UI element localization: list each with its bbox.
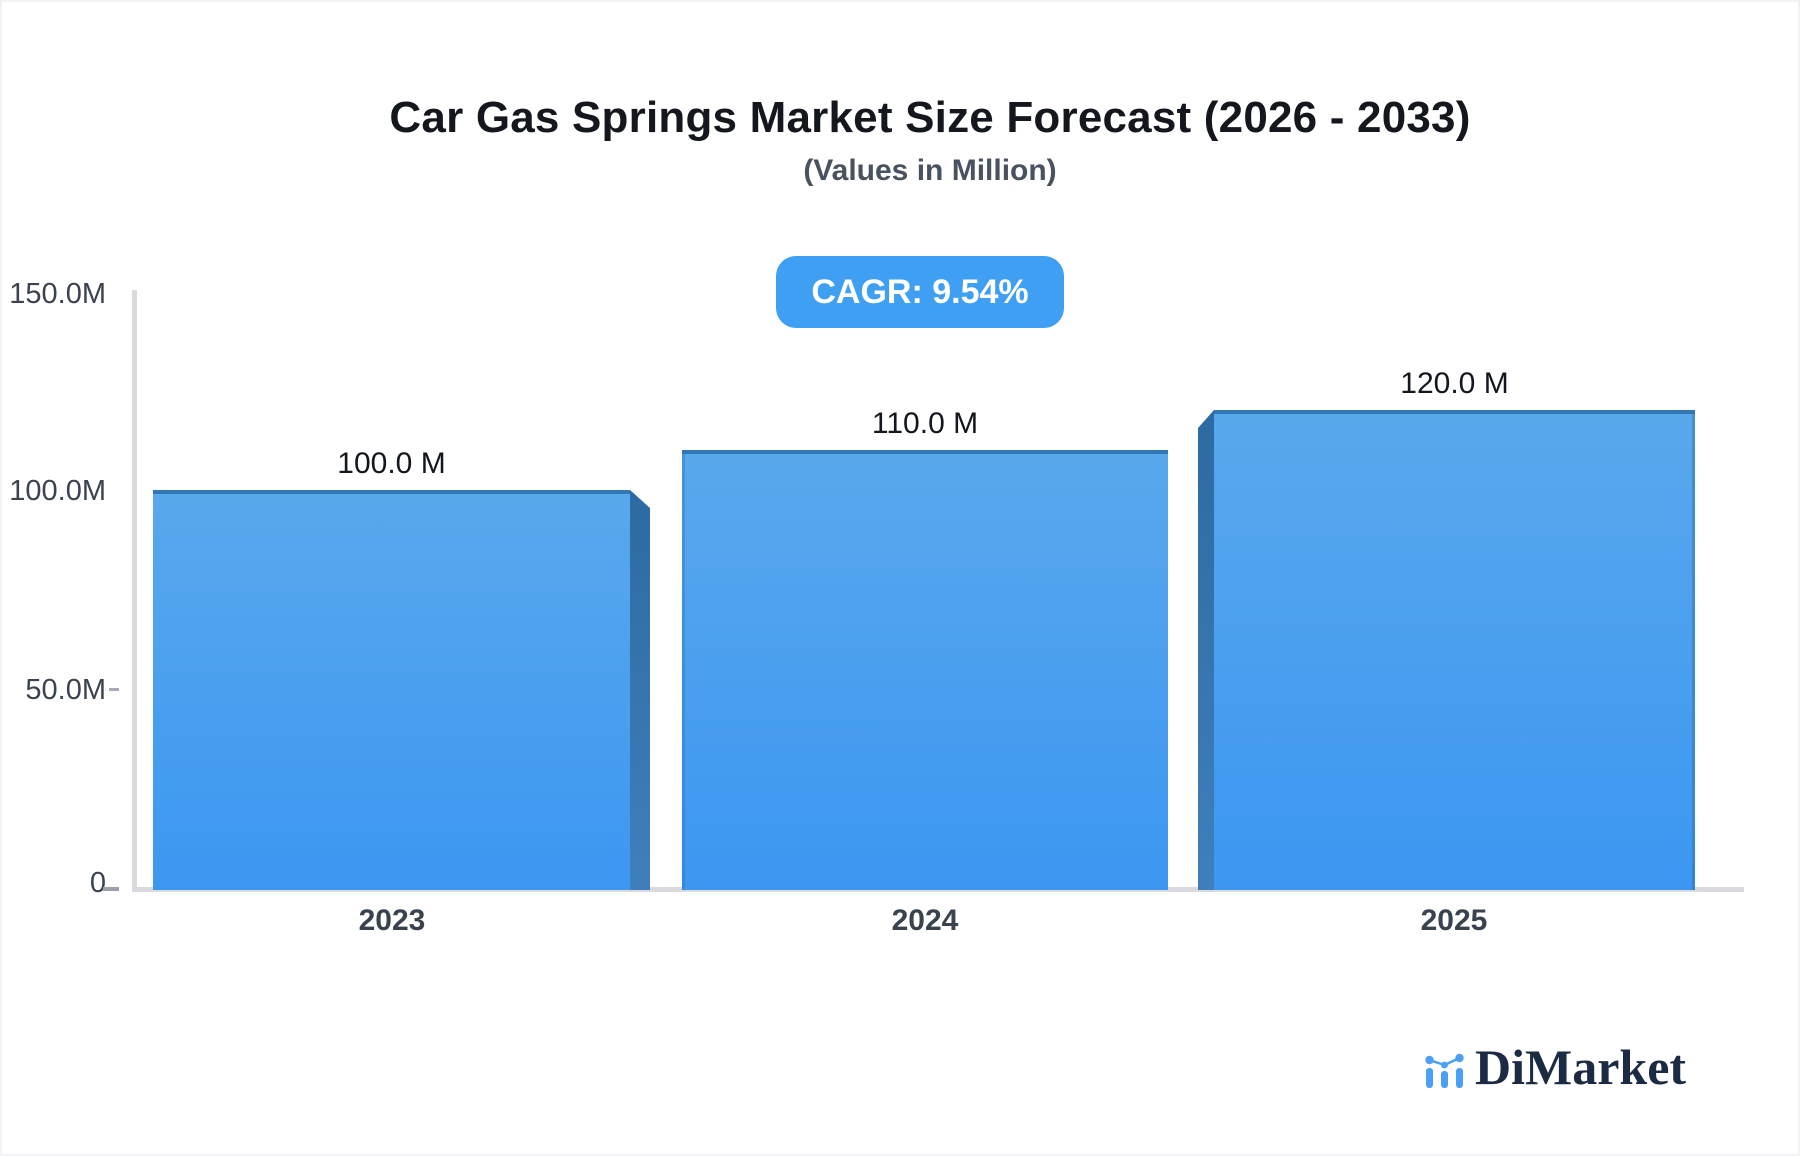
y-axis-tick-mark-50 — [109, 688, 119, 691]
x-axis-label-2024: 2024 — [891, 904, 959, 937]
bar-2023-value-label: 100.0 M — [337, 447, 446, 480]
chart-subtitle: (Values in Million) — [803, 154, 1057, 187]
y-axis-tick-label-150: 150.0M — [9, 278, 106, 310]
y-axis-tick-mark-0 — [103, 887, 119, 891]
chart-header: Car Gas Springs Market Size Forecast (20… — [72, 92, 1788, 188]
dimarket-logo: DiMarket — [1424, 1042, 1686, 1092]
y-axis-tick-label-0: 0 — [89, 867, 106, 899]
dimarket-logo-text: DiMarket — [1475, 1039, 1687, 1095]
cagr-badge-row: CAGR: 9.54% — [52, 256, 1788, 328]
bar-2024[interactable]: 110.0 M — [682, 408, 1168, 890]
y-axis-line — [132, 290, 137, 890]
bar-2025-front-face — [1214, 410, 1695, 890]
x-axis-label-2025: 2025 — [1420, 904, 1488, 937]
x-axis-label-2023: 2023 — [358, 904, 426, 937]
bar-chart-trend-icon — [1425, 1053, 1464, 1088]
bar-2023[interactable]: 100.0 M — [153, 448, 650, 890]
bar-2025-value-label: 120.0 M — [1400, 367, 1509, 400]
y-axis-tick-label-50: 50.0M — [25, 674, 106, 706]
bar-2023-side-face — [630, 490, 650, 890]
bar-2023-front-face — [153, 490, 630, 890]
bar-2024-front-face — [682, 450, 1168, 890]
cagr-badge: CAGR: 9.54% — [776, 256, 1064, 328]
bar-2025[interactable]: 120.0 M — [1198, 368, 1695, 890]
bar-2024-value-label: 110.0 M — [871, 407, 979, 440]
y-axis-tick-label-100: 100.0M — [9, 475, 106, 507]
chart-title: Car Gas Springs Market Size Forecast (20… — [389, 93, 1471, 142]
bar-2025-side-face — [1198, 410, 1214, 890]
